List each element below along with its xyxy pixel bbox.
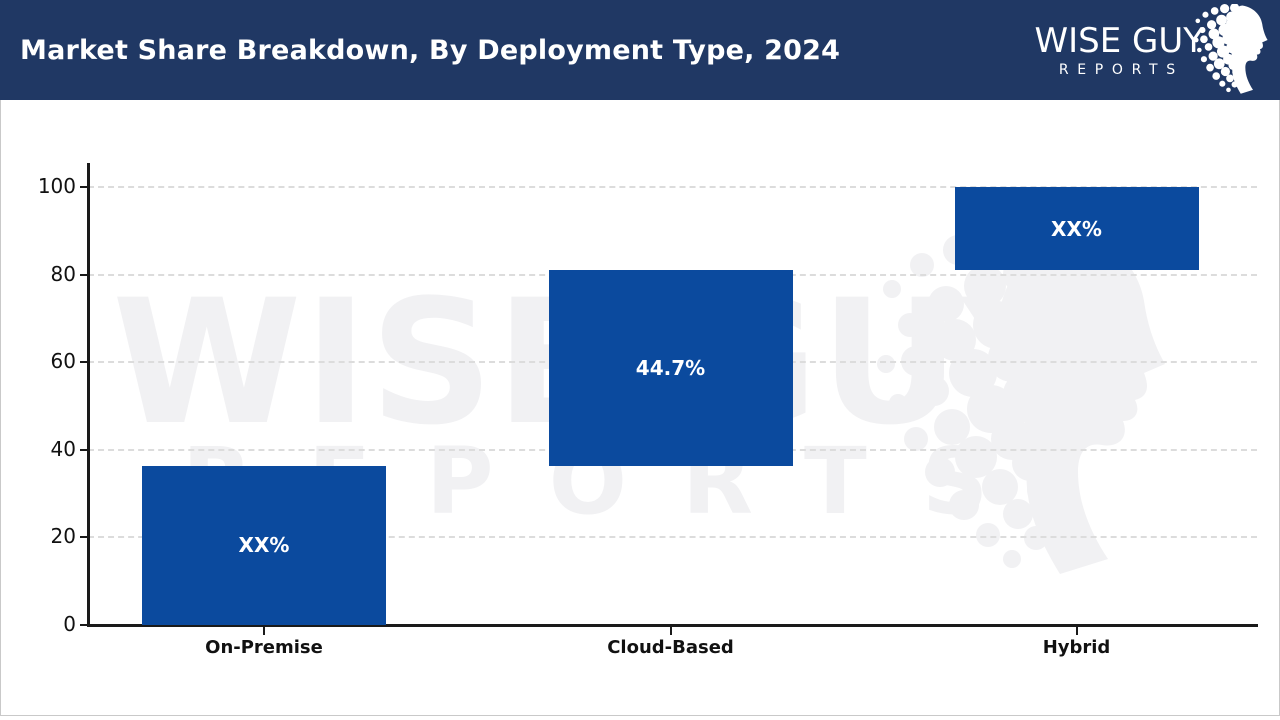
bar-value-label: 44.7% xyxy=(635,356,706,381)
y-tick-100 xyxy=(80,186,88,188)
y-tick-label-60: 60 xyxy=(50,349,76,374)
y-tick-20 xyxy=(80,536,88,539)
x-tick-2 xyxy=(1075,627,1078,635)
y-axis-spine xyxy=(87,163,90,627)
x-tick-label-1: Cloud-Based xyxy=(607,637,734,658)
bar-value-label: XX% xyxy=(238,533,290,558)
watermark-face-icon xyxy=(877,222,1165,574)
header-bar: Market Share Breakdown, By Deployment Ty… xyxy=(0,0,1280,100)
y-tick-label-40: 40 xyxy=(50,436,76,461)
y-tick-80 xyxy=(80,273,88,276)
y-tick-label-20: 20 xyxy=(50,524,76,549)
brand-face-icon xyxy=(1193,4,1268,94)
bar-on-premise: XX% xyxy=(142,466,386,625)
y-tick-label-100: 100 xyxy=(37,174,76,198)
bar-hybrid: XX% xyxy=(954,187,1199,271)
brand-text: WISE GUY REPORTS xyxy=(1034,24,1204,77)
gridline-20 xyxy=(88,536,1257,539)
brand-subtitle: REPORTS xyxy=(1058,61,1184,78)
x-tick-0 xyxy=(263,627,265,635)
brand-wordmark: WISE GUY xyxy=(1034,20,1204,61)
y-tick-label-0: 0 xyxy=(63,612,76,636)
y-tick-0 xyxy=(80,624,88,626)
bar-cloud-based: 44.7% xyxy=(548,270,793,466)
frame-left-border xyxy=(0,100,1,716)
x-tick-label-0: On-Premise xyxy=(205,637,323,658)
page-title: Market Share Breakdown, By Deployment Ty… xyxy=(20,34,841,66)
y-tick-40 xyxy=(80,448,88,451)
x-tick-1 xyxy=(669,627,672,635)
x-tick-label-2: Hybrid xyxy=(1042,637,1111,658)
gridline-100 xyxy=(88,186,1257,188)
frame-bottom-border xyxy=(0,715,1280,716)
y-tick-60 xyxy=(80,361,88,364)
brand-logo: WISE GUY REPORTS xyxy=(1034,4,1272,96)
x-axis-spine xyxy=(87,624,1258,627)
bar-value-label: XX% xyxy=(1051,216,1102,241)
y-tick-label-80: 80 xyxy=(50,261,76,286)
